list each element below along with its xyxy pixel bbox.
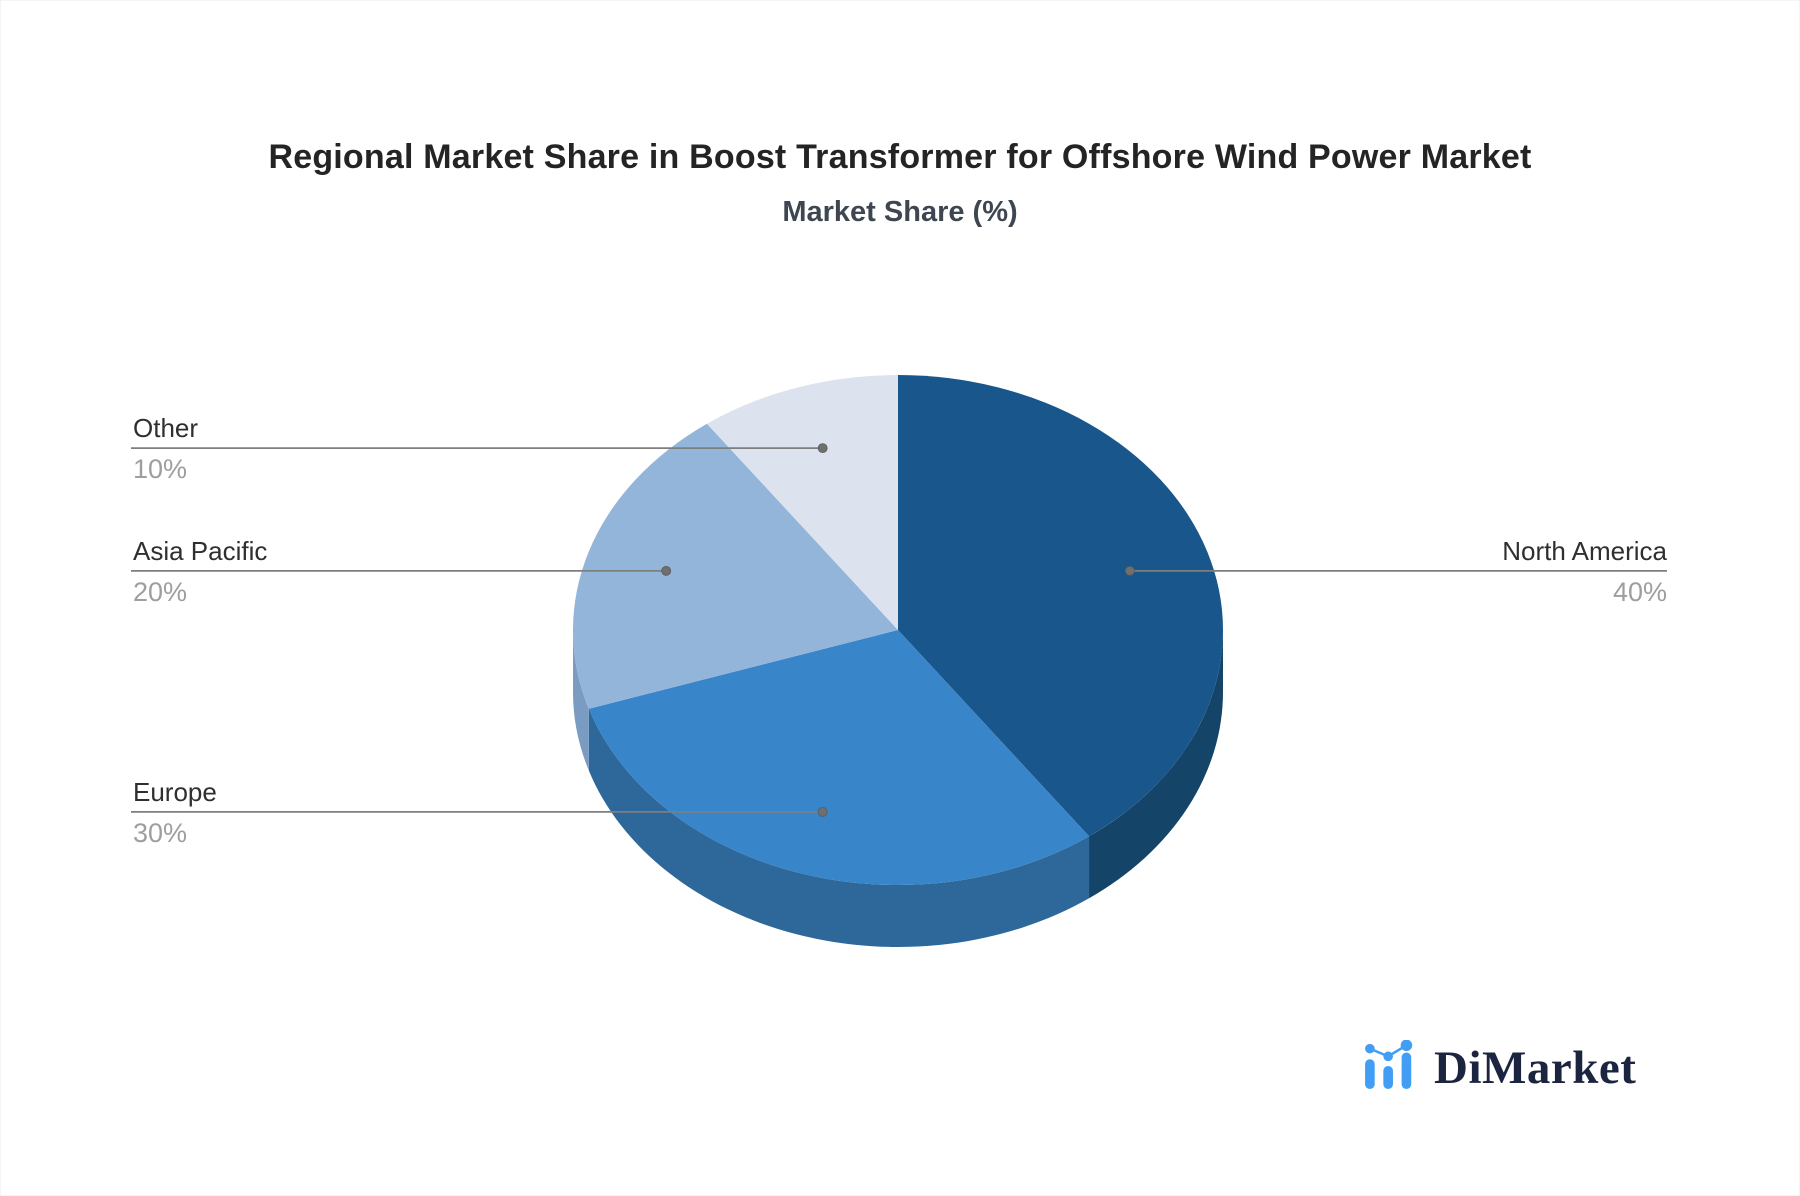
pie-slice-asia-pacific[interactable]	[573, 423, 898, 709]
callout-north-america: North America 40%	[1502, 536, 1667, 607]
slice-label-north-america: North America	[1502, 535, 1667, 566]
pie-side-europe	[588, 708, 1090, 947]
connector-dot-other	[817, 443, 828, 454]
bar-line-chart-icon	[1365, 1040, 1413, 1090]
callout-europe: Europe 30%	[133, 777, 217, 848]
connector-dot-europe	[817, 806, 828, 817]
pie-side-asia-pacific	[573, 630, 589, 771]
slice-label-europe: Europe	[133, 776, 217, 807]
callout-other: Other 10%	[133, 413, 198, 484]
pie-side-north-america	[1089, 630, 1223, 899]
brand-name: DiMarket	[1434, 1042, 1637, 1094]
chart-title: Regional Market Share in Boost Transform…	[268, 138, 1532, 176]
pie-slice-europe[interactable]	[588, 630, 1090, 886]
callout-asia-pacific: Asia Pacific 20%	[133, 536, 267, 607]
pie-slice-other[interactable]	[706, 375, 898, 630]
connector-dot-north-america	[1124, 566, 1135, 576]
connector-dot-asia-pacific	[661, 566, 672, 576]
slice-value-asia-pacific: 20%	[133, 576, 188, 607]
slice-value-north-america: 40%	[1612, 576, 1667, 607]
slice-value-europe: 30%	[133, 817, 188, 848]
chart-subtitle: Market Share (%)	[782, 196, 1018, 228]
pie-slice-north-america[interactable]	[898, 375, 1223, 837]
slice-label-asia-pacific: Asia Pacific	[133, 535, 268, 566]
dimarket-watermark: DiMarket	[1363, 1040, 1636, 1092]
slice-label-other: Other	[133, 413, 199, 444]
slice-value-other: 10%	[133, 454, 188, 485]
